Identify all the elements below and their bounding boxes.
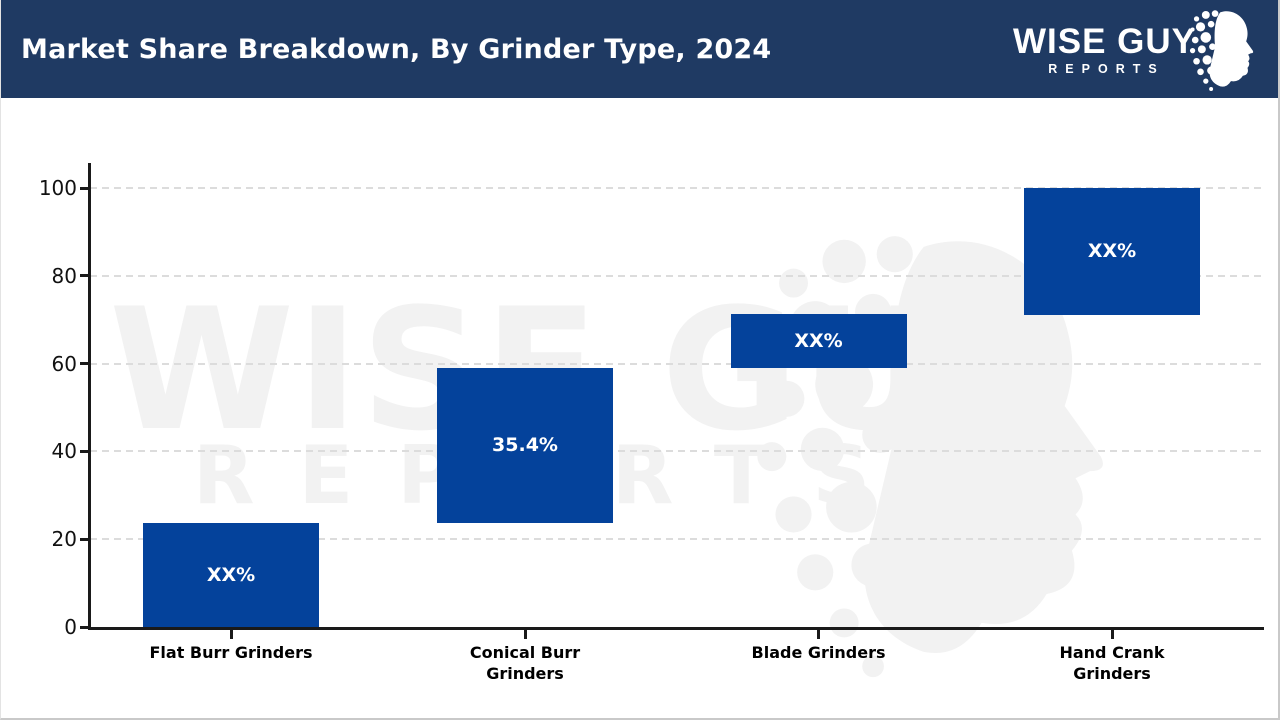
x-tick-mark-4 — [1110, 630, 1114, 639]
category-label-1: Flat Burr Grinders — [149, 643, 313, 662]
category-label-2: Conical Burr Grinders — [469, 643, 581, 684]
x-tick-mark-3 — [817, 630, 820, 639]
wise-guy-logo: WISE GUY REPORTS — [1013, 6, 1268, 94]
y-tick-mark-80 — [80, 274, 90, 278]
gridline-80 — [90, 274, 1264, 277]
y-tick-label-40: 40 — [51, 439, 77, 464]
bar-value-label-3: XX% — [794, 329, 843, 352]
page-title: Market Share Breakdown, By Grinder Type,… — [21, 33, 772, 65]
logo-wordmark-line2: REPORTS — [1048, 62, 1165, 76]
bar-value-label-2: 35.4% — [492, 434, 558, 457]
bar-segment-3: XX% — [730, 313, 907, 368]
y-tick-label-0: 0 — [64, 615, 77, 639]
y-axis-line — [88, 163, 91, 630]
bar-segment-2: 35.4% — [437, 367, 613, 523]
y-tick-label-100: 100 — [38, 176, 77, 200]
gridline-20 — [90, 538, 1264, 541]
y-tick-mark-100 — [80, 186, 90, 190]
gridline-60 — [90, 362, 1264, 365]
bar-segment-4: XX% — [1024, 188, 1200, 315]
gridline-40 — [90, 450, 1264, 453]
logo-wordmark-line1: WISE GUY — [1012, 22, 1196, 61]
y-tick-label-20: 20 — [51, 527, 77, 552]
bar-value-label-1: XX% — [206, 563, 256, 586]
y-tick-mark-0 — [80, 625, 90, 629]
y-tick-label-80: 80 — [51, 263, 77, 288]
x-axis-line — [88, 627, 1264, 630]
header: Market Share Breakdown, By Grinder Type,… — [1, 0, 1278, 98]
y-tick-mark-40 — [80, 449, 90, 453]
y-tick-label-60: 60 — [51, 351, 77, 376]
x-tick-mark-2 — [523, 630, 527, 639]
gridline-100 — [90, 187, 1264, 189]
y-tick-mark-20 — [80, 537, 90, 541]
bar-value-label-4: XX% — [1087, 240, 1137, 263]
y-tick-mark-60 — [80, 362, 90, 366]
x-tick-mark-1 — [229, 630, 233, 639]
bar-segment-1: XX% — [143, 522, 319, 627]
logo-wordmark: WISE GUY REPORTS — [1013, 24, 1196, 76]
category-label-4: Hand Crank Grinders — [1059, 643, 1165, 684]
category-label-3: Blade Grinders — [751, 643, 886, 662]
